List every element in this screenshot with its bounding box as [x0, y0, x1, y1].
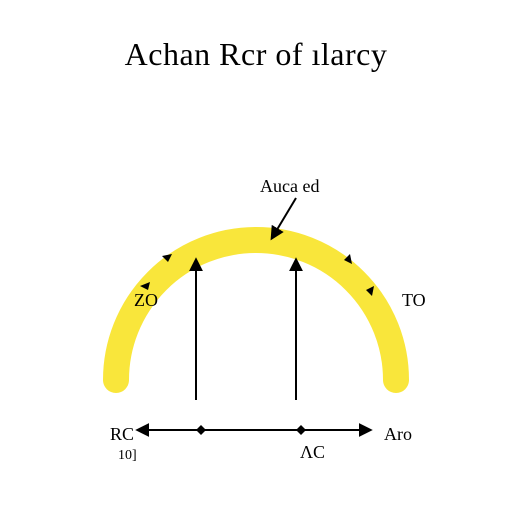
arc-band [116, 240, 396, 380]
label-bottom-right: Aro [384, 424, 412, 445]
dim-diamond-2 [296, 425, 306, 435]
dim-diamond-1 [196, 425, 206, 435]
label-bottom-left-num: 10] [118, 448, 137, 464]
label-top-center: Auca ed [260, 176, 319, 197]
label-bottom-mid: ΛC [300, 442, 325, 463]
arc-diagram [0, 0, 512, 512]
label-right-outside: TO [402, 290, 426, 311]
label-left-inside: ZO [134, 290, 158, 311]
label-bottom-left: RC [110, 424, 134, 445]
